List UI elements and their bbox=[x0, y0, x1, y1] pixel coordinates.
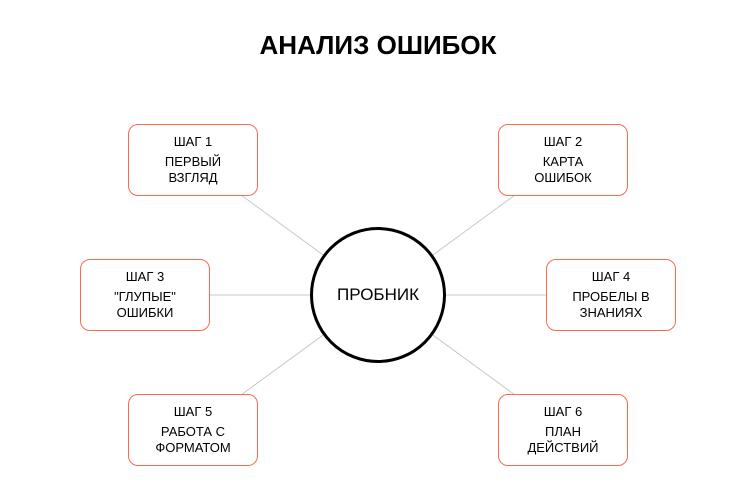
step-node-4-step: ШАГ 4 bbox=[592, 269, 630, 285]
step-node-3-line1: "ГЛУПЫЕ" bbox=[114, 289, 176, 305]
center-node: ПРОБНИК bbox=[310, 227, 446, 363]
connector-line bbox=[433, 196, 514, 255]
step-node-6-line2: ДЕЙСТВИЙ bbox=[527, 440, 598, 456]
center-node-label: ПРОБНИК bbox=[337, 285, 419, 305]
step-node-6-line1: ПЛАН bbox=[545, 424, 581, 440]
step-node-3-line2: ОШИБКИ bbox=[117, 305, 174, 321]
step-node-1-line1: ПЕРВЫЙ bbox=[165, 154, 221, 170]
step-node-2-line1: КАРТА bbox=[543, 154, 584, 170]
step-node-2-line2: ОШИБОК bbox=[534, 170, 591, 186]
step-node-6-step: ШАГ 6 bbox=[544, 404, 582, 420]
step-node-2-step: ШАГ 2 bbox=[544, 134, 582, 150]
step-node-4-line1: ПРОБЕЛЫ В bbox=[572, 289, 649, 305]
step-node-4: ШАГ 4 ПРОБЕЛЫ В ЗНАНИЯХ bbox=[546, 259, 676, 331]
connector-line bbox=[242, 196, 323, 255]
diagram-title: АНАЛИЗ ОШИБОК bbox=[0, 30, 756, 61]
step-node-1: ШАГ 1 ПЕРВЫЙ ВЗГЛЯД bbox=[128, 124, 258, 196]
step-node-3: ШАГ 3 "ГЛУПЫЕ" ОШИБКИ bbox=[80, 259, 210, 331]
diagram-stage: АНАЛИЗ ОШИБОК ПРОБНИК ШАГ 1 ПЕРВЫЙ ВЗГЛЯ… bbox=[0, 0, 756, 504]
step-node-5-line2: ФОРМАТОМ bbox=[155, 440, 230, 456]
step-node-1-line2: ВЗГЛЯД bbox=[168, 170, 217, 186]
step-node-6: ШАГ 6 ПЛАН ДЕЙСТВИЙ bbox=[498, 394, 628, 466]
connector-line bbox=[242, 335, 323, 394]
step-node-3-step: ШАГ 3 bbox=[126, 269, 164, 285]
step-node-5: ШАГ 5 РАБОТА С ФОРМАТОМ bbox=[128, 394, 258, 466]
step-node-1-step: ШАГ 1 bbox=[174, 134, 212, 150]
step-node-5-step: ШАГ 5 bbox=[174, 404, 212, 420]
step-node-5-line1: РАБОТА С bbox=[161, 424, 225, 440]
step-node-2: ШАГ 2 КАРТА ОШИБОК bbox=[498, 124, 628, 196]
step-node-4-line2: ЗНАНИЯХ bbox=[580, 305, 643, 321]
connector-line bbox=[433, 335, 514, 394]
